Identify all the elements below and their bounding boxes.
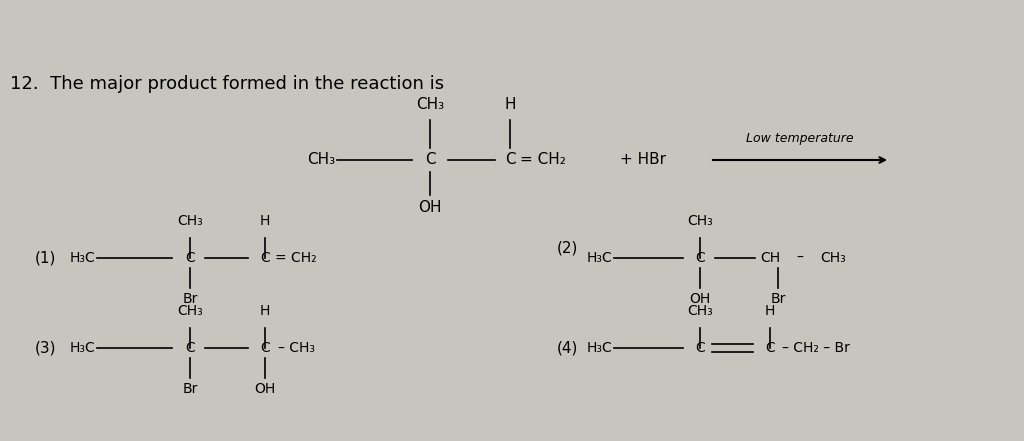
Text: H₃C: H₃C (587, 341, 612, 355)
Text: CH₃: CH₃ (307, 153, 335, 168)
Text: H: H (504, 97, 516, 112)
Text: H₃C: H₃C (70, 251, 95, 265)
Text: Low temperature: Low temperature (746, 132, 854, 145)
Text: C: C (425, 153, 435, 168)
Text: 12.  The major product formed in the reaction is: 12. The major product formed in the reac… (10, 75, 444, 93)
Text: H: H (765, 304, 775, 318)
Text: C: C (185, 341, 195, 355)
Text: – CH₂ – Br: – CH₂ – Br (782, 341, 850, 355)
Text: Br: Br (182, 382, 198, 396)
Text: (4): (4) (557, 340, 579, 355)
Text: + HBr: + HBr (620, 153, 666, 168)
Text: (2): (2) (557, 240, 579, 255)
Text: C: C (260, 251, 270, 265)
Text: CH₃: CH₃ (820, 251, 846, 265)
Text: C: C (765, 341, 775, 355)
Text: OH: OH (254, 382, 275, 396)
Text: = CH₂: = CH₂ (275, 251, 316, 265)
Text: C: C (505, 153, 515, 168)
Text: CH₃: CH₃ (177, 214, 203, 228)
Text: (1): (1) (35, 250, 56, 265)
Text: OH: OH (689, 292, 711, 306)
Text: – CH₃: – CH₃ (278, 341, 315, 355)
Text: = CH₂: = CH₂ (520, 153, 566, 168)
Text: Br: Br (770, 292, 785, 306)
Text: CH₃: CH₃ (177, 304, 203, 318)
Text: H₃C: H₃C (587, 251, 612, 265)
Text: H: H (260, 304, 270, 318)
Text: C: C (695, 251, 705, 265)
Text: C: C (185, 251, 195, 265)
Text: CH₃: CH₃ (416, 97, 444, 112)
Text: C: C (260, 341, 270, 355)
Text: (3): (3) (35, 340, 56, 355)
Text: OH: OH (418, 200, 441, 215)
Text: Br: Br (182, 292, 198, 306)
Text: H₃C: H₃C (70, 341, 95, 355)
Text: CH₃: CH₃ (687, 304, 713, 318)
Text: CH: CH (760, 251, 780, 265)
Text: C: C (695, 341, 705, 355)
Text: H: H (260, 214, 270, 228)
Text: CH₃: CH₃ (687, 214, 713, 228)
Text: –: – (797, 251, 804, 265)
